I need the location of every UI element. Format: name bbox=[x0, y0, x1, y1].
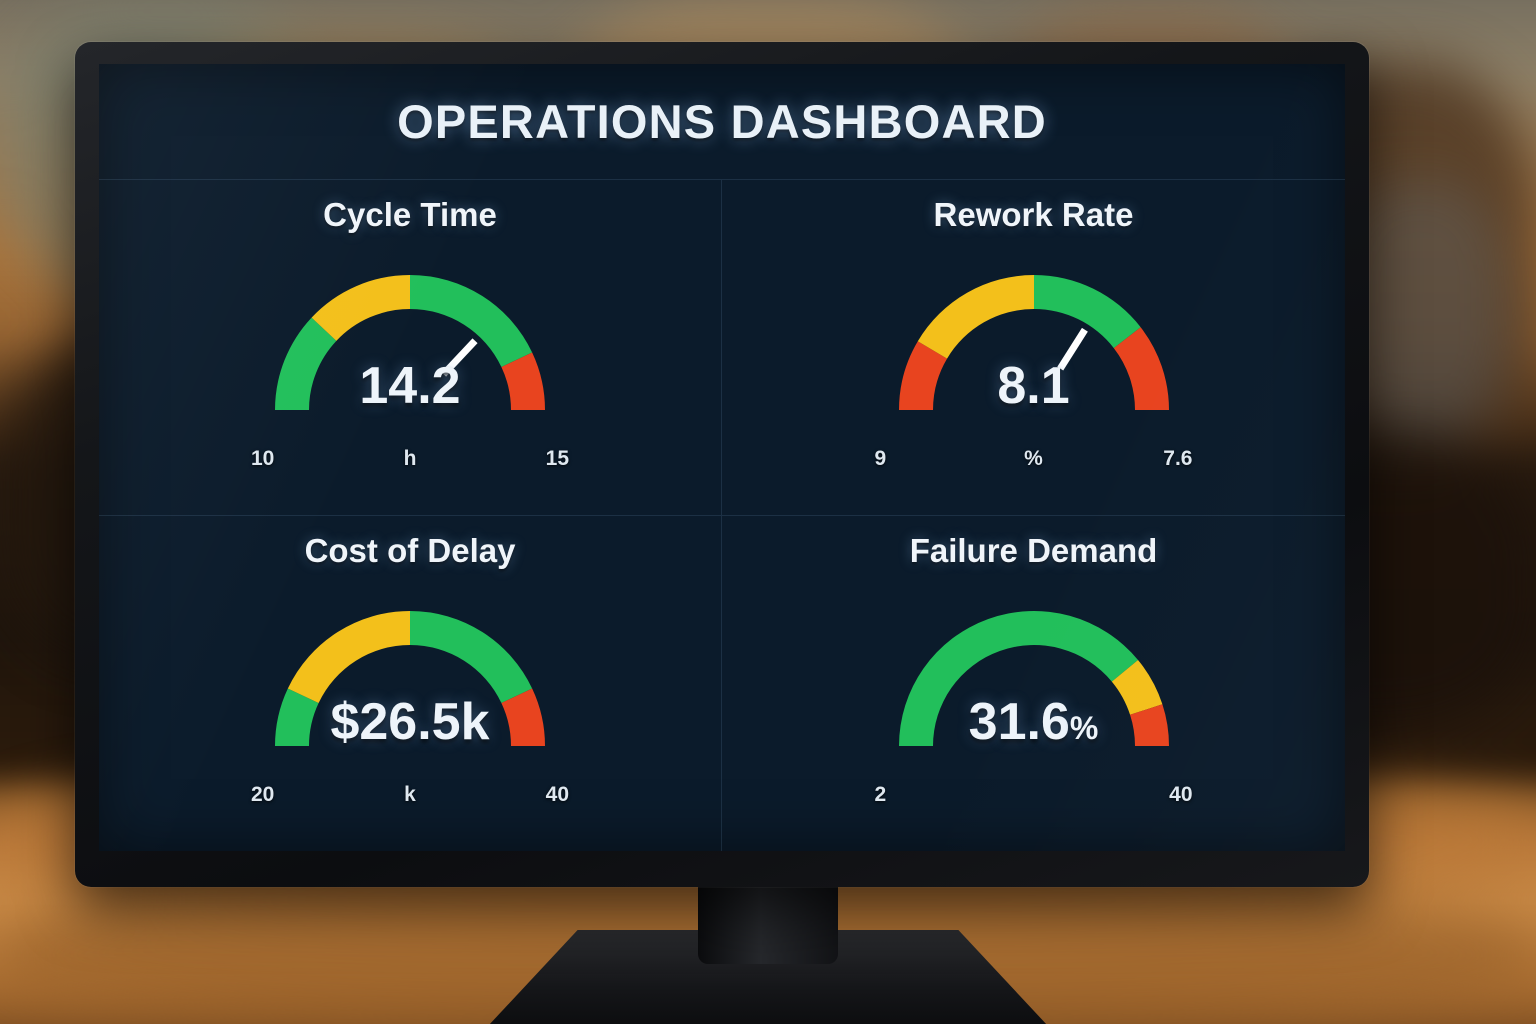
gauge-value: 14.2 bbox=[245, 356, 575, 416]
gauge-min-label: 20 bbox=[251, 782, 275, 806]
gauge-max-label: 15 bbox=[545, 447, 569, 470]
gauge-band bbox=[275, 317, 337, 410]
gauge-value-number: 8.1 bbox=[997, 357, 1070, 415]
gauge-unit-label: % bbox=[1024, 447, 1043, 470]
gauge-arc-svg bbox=[898, 610, 1169, 746]
gauge-band bbox=[287, 610, 410, 703]
gauge-value-number: 14.2 bbox=[359, 357, 461, 415]
gauge-band bbox=[501, 352, 545, 410]
dashboard-header: OPERATIONS DASHBOARD bbox=[99, 64, 1345, 180]
panel-title: Cost of Delay bbox=[304, 531, 516, 569]
gauge-band bbox=[311, 275, 410, 341]
computer-monitor: OPERATIONS DASHBOARD Cycle Time 14.2 10 … bbox=[75, 42, 1369, 887]
gauge-axis-labels: 9 % 7.6 bbox=[869, 447, 1199, 477]
gauge-arc-svg bbox=[898, 275, 1169, 410]
gauge-band bbox=[275, 688, 319, 746]
gauge-value: 31.6% bbox=[869, 692, 1199, 752]
gauge-band bbox=[1033, 275, 1141, 349]
gauge-arc-svg bbox=[275, 275, 545, 410]
gauge-band bbox=[898, 610, 1138, 746]
panel-title: Cycle Time bbox=[323, 196, 497, 233]
monitor-stand-neck bbox=[698, 886, 838, 964]
panel-cost-of-delay[interactable]: Cost of Delay $26.5k 20 k 40 bbox=[99, 515, 722, 851]
gauge-cost-of-delay: $26.5k bbox=[245, 574, 575, 789]
panel-title: Rework Rate bbox=[933, 196, 1134, 233]
gauge-arc-svg bbox=[275, 610, 545, 746]
gauge-max-label: 7.6 bbox=[1163, 447, 1193, 470]
gauge-axis-labels: 2 40 bbox=[869, 783, 1199, 813]
gauge-rework-rate: 8.1 bbox=[869, 238, 1199, 453]
page-title: OPERATIONS DASHBOARD bbox=[397, 95, 1047, 148]
gauge-band bbox=[1129, 703, 1169, 746]
panel-title: Failure Demand bbox=[909, 531, 1158, 569]
gauge-max-label: 40 bbox=[1169, 782, 1193, 806]
gauge-band bbox=[1111, 659, 1162, 715]
gauge-band bbox=[410, 610, 533, 703]
gauge-min-label: 2 bbox=[874, 782, 887, 806]
gauge-value-suffix: % bbox=[1069, 709, 1099, 746]
gauge-band bbox=[1113, 327, 1169, 410]
gauge-cycle-time: 14.2 bbox=[245, 238, 575, 453]
gauge-grid: Cycle Time 14.2 10 h 15 Rework Rate bbox=[99, 180, 1345, 851]
gauge-max-label: 40 bbox=[545, 782, 569, 806]
gauge-band bbox=[917, 275, 1034, 359]
gauge-value-number: $26.5k bbox=[330, 692, 490, 751]
gauge-value: 8.1 bbox=[869, 356, 1199, 416]
gauge-needle bbox=[1056, 327, 1088, 371]
gauge-value-number: 31.6 bbox=[968, 692, 1070, 751]
gauge-axis-labels: 20 k 40 bbox=[245, 783, 575, 813]
gauge-value: $26.5k bbox=[245, 692, 575, 752]
gauge-min-label: 9 bbox=[874, 447, 887, 470]
gauge-needle bbox=[440, 338, 478, 377]
gauge-min-label: 10 bbox=[251, 447, 275, 470]
monitor-screen: OPERATIONS DASHBOARD Cycle Time 14.2 10 … bbox=[99, 64, 1345, 851]
gauge-failure-demand: 31.6% bbox=[869, 574, 1199, 789]
gauge-unit-label: h bbox=[403, 447, 417, 470]
panel-failure-demand[interactable]: Failure Demand 31.6% 2 40 bbox=[722, 516, 1345, 852]
gauge-axis-labels: 10 h 15 bbox=[245, 447, 575, 477]
gauge-band bbox=[501, 688, 545, 746]
gauge-band bbox=[898, 341, 947, 410]
gauge-unit-label: k bbox=[404, 782, 416, 806]
gauge-band bbox=[410, 275, 533, 367]
panel-cycle-time[interactable]: Cycle Time 14.2 10 h 15 bbox=[99, 180, 722, 516]
panel-rework-rate[interactable]: Rework Rate 8.1 9 % 7.6 bbox=[722, 180, 1345, 516]
